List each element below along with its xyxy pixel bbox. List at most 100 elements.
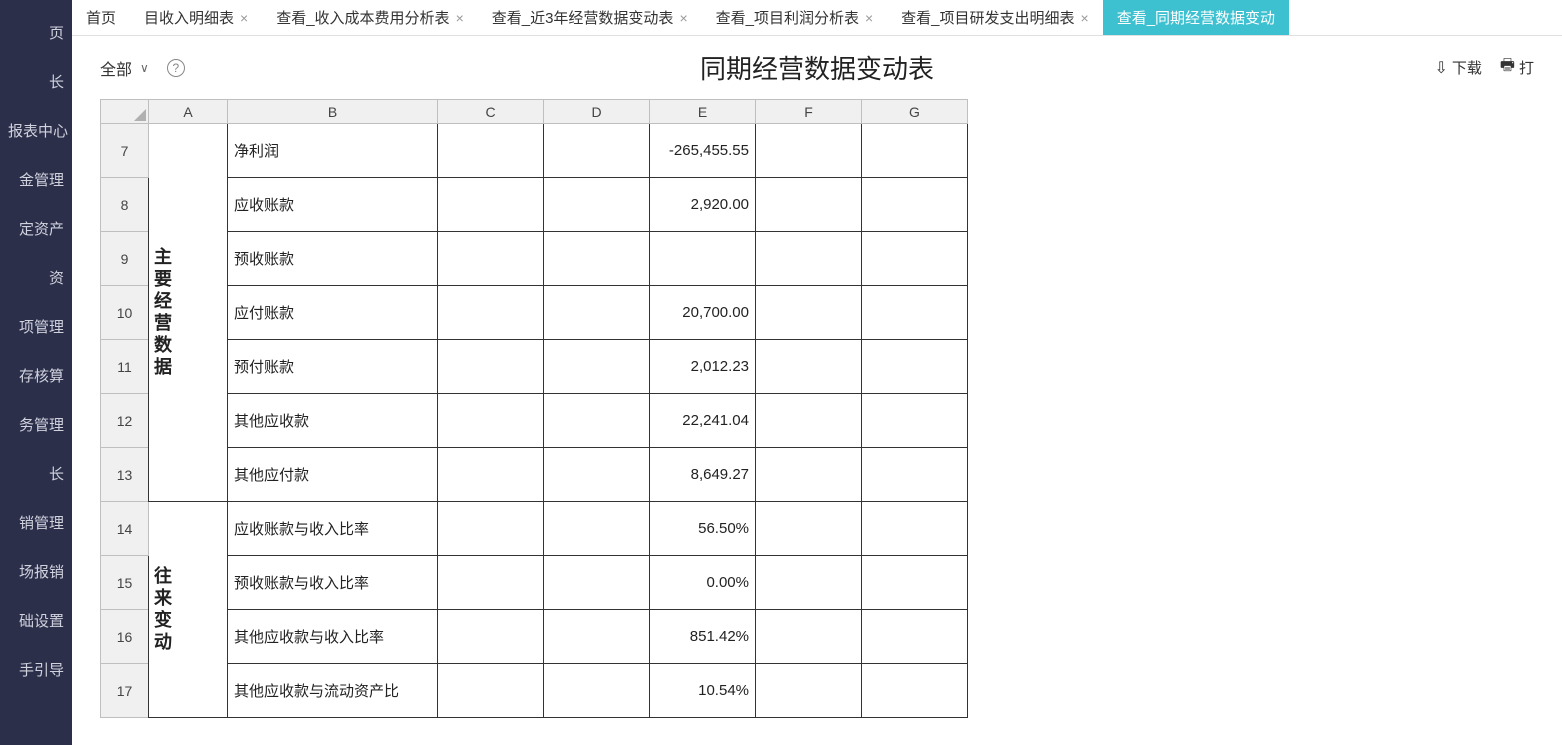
cell-E15[interactable]: 0.00% xyxy=(650,556,756,610)
cell-E8[interactable]: 2,920.00 xyxy=(650,178,756,232)
tab-project-rd[interactable]: 查看_项目研发支出明细表 × xyxy=(887,0,1103,35)
cell-C16[interactable] xyxy=(438,610,544,664)
cell-B12[interactable]: 其他应收款 xyxy=(228,394,438,448)
sidebar-item-1[interactable]: 长 xyxy=(0,57,72,106)
col-header-B[interactable]: B xyxy=(228,100,438,124)
col-header-F[interactable]: F xyxy=(756,100,862,124)
cell-C11[interactable] xyxy=(438,340,544,394)
close-icon[interactable]: × xyxy=(679,10,687,26)
cell-F17[interactable] xyxy=(756,664,862,718)
cell-E12[interactable]: 22,241.04 xyxy=(650,394,756,448)
cell-G7[interactable] xyxy=(862,124,968,178)
cell-G8[interactable] xyxy=(862,178,968,232)
section-label-1[interactable]: 主要经营数据 xyxy=(149,124,228,502)
cell-F10[interactable] xyxy=(756,286,862,340)
cell-C17[interactable] xyxy=(438,664,544,718)
cell-B7[interactable]: 净利润 xyxy=(228,124,438,178)
col-header-A[interactable]: A xyxy=(149,100,228,124)
cell-G14[interactable] xyxy=(862,502,968,556)
filter-dropdown[interactable]: 全部 ∨ ? xyxy=(100,56,185,80)
cell-F7[interactable] xyxy=(756,124,862,178)
cell-C14[interactable] xyxy=(438,502,544,556)
cell-E17[interactable]: 10.54% xyxy=(650,664,756,718)
cell-F13[interactable] xyxy=(756,448,862,502)
cell-G9[interactable] xyxy=(862,232,968,286)
cell-D16[interactable] xyxy=(544,610,650,664)
cell-C10[interactable] xyxy=(438,286,544,340)
cell-D17[interactable] xyxy=(544,664,650,718)
cell-G10[interactable] xyxy=(862,286,968,340)
cell-D10[interactable] xyxy=(544,286,650,340)
cell-B17[interactable]: 其他应收款与流动资产比 xyxy=(228,664,438,718)
cell-F15[interactable] xyxy=(756,556,862,610)
sidebar-item-5[interactable]: 资 xyxy=(0,253,72,302)
sidebar-item-12[interactable]: 础设置 xyxy=(0,596,72,645)
cell-B8[interactable]: 应收账款 xyxy=(228,178,438,232)
cell-G12[interactable] xyxy=(862,394,968,448)
cell-B15[interactable]: 预收账款与收入比率 xyxy=(228,556,438,610)
cell-B9[interactable]: 预收账款 xyxy=(228,232,438,286)
row-header[interactable]: 13 xyxy=(101,448,149,502)
row-header[interactable]: 15 xyxy=(101,556,149,610)
row-header[interactable]: 14 xyxy=(101,502,149,556)
cell-F14[interactable] xyxy=(756,502,862,556)
cell-E10[interactable]: 20,700.00 xyxy=(650,286,756,340)
sidebar-item-10[interactable]: 销管理 xyxy=(0,498,72,547)
help-icon[interactable]: ? xyxy=(167,59,185,77)
cell-G15[interactable] xyxy=(862,556,968,610)
sidebar-item-4[interactable]: 定资产 xyxy=(0,204,72,253)
cell-C7[interactable] xyxy=(438,124,544,178)
cell-D8[interactable] xyxy=(544,178,650,232)
close-icon[interactable]: × xyxy=(865,10,873,26)
cell-E11[interactable]: 2,012.23 xyxy=(650,340,756,394)
cell-C15[interactable] xyxy=(438,556,544,610)
cell-G16[interactable] xyxy=(862,610,968,664)
cell-B10[interactable]: 应付账款 xyxy=(228,286,438,340)
spreadsheet[interactable]: A B C D E F G 7 主要经营数据 净利润 -265,455.55 xyxy=(100,99,968,718)
cell-F16[interactable] xyxy=(756,610,862,664)
sidebar-item-9[interactable]: 长 xyxy=(0,449,72,498)
cell-C9[interactable] xyxy=(438,232,544,286)
cell-D11[interactable] xyxy=(544,340,650,394)
sidebar-item-8[interactable]: 务管理 xyxy=(0,400,72,449)
cell-G13[interactable] xyxy=(862,448,968,502)
cell-E13[interactable]: 8,649.27 xyxy=(650,448,756,502)
download-button[interactable]: ⇩ 下载 xyxy=(1434,57,1481,78)
row-header[interactable]: 10 xyxy=(101,286,149,340)
col-header-G[interactable]: G xyxy=(862,100,968,124)
row-header[interactable]: 9 xyxy=(101,232,149,286)
tab-home[interactable]: 首页 xyxy=(72,0,130,35)
cell-D14[interactable] xyxy=(544,502,650,556)
cell-E7[interactable]: -265,455.55 xyxy=(650,124,756,178)
cell-B11[interactable]: 预付账款 xyxy=(228,340,438,394)
row-header[interactable]: 16 xyxy=(101,610,149,664)
cell-D12[interactable] xyxy=(544,394,650,448)
tab-project-profit[interactable]: 查看_项目利润分析表 × xyxy=(702,0,888,35)
row-header[interactable]: 8 xyxy=(101,178,149,232)
cell-C13[interactable] xyxy=(438,448,544,502)
row-header[interactable]: 12 xyxy=(101,394,149,448)
cell-D9[interactable] xyxy=(544,232,650,286)
row-header[interactable]: 11 xyxy=(101,340,149,394)
cell-C12[interactable] xyxy=(438,394,544,448)
cell-B13[interactable]: 其他应付款 xyxy=(228,448,438,502)
sidebar-item-11[interactable]: 场报销 xyxy=(0,547,72,596)
select-all-corner[interactable] xyxy=(101,100,149,124)
sidebar-item-13[interactable]: 手引导 xyxy=(0,645,72,694)
sidebar-item-6[interactable]: 项管理 xyxy=(0,302,72,351)
sidebar-item-2[interactable]: 报表中心 xyxy=(0,106,72,155)
tab-income-detail[interactable]: 目收入明细表 × xyxy=(130,0,262,35)
cell-D7[interactable] xyxy=(544,124,650,178)
section-label-2[interactable]: 往来变动 xyxy=(149,502,228,718)
cell-F9[interactable] xyxy=(756,232,862,286)
tab-period-change[interactable]: 查看_同期经营数据变动 xyxy=(1103,0,1289,35)
cell-D13[interactable] xyxy=(544,448,650,502)
cell-E16[interactable]: 851.42% xyxy=(650,610,756,664)
cell-B14[interactable]: 应收账款与收入比率 xyxy=(228,502,438,556)
sidebar-item-7[interactable]: 存核算 xyxy=(0,351,72,400)
close-icon[interactable]: × xyxy=(240,10,248,26)
tab-3year[interactable]: 查看_近3年经营数据变动表 × xyxy=(478,0,702,35)
cell-C8[interactable] xyxy=(438,178,544,232)
close-icon[interactable]: × xyxy=(456,10,464,26)
sidebar-item-0[interactable]: 页 xyxy=(0,8,72,57)
